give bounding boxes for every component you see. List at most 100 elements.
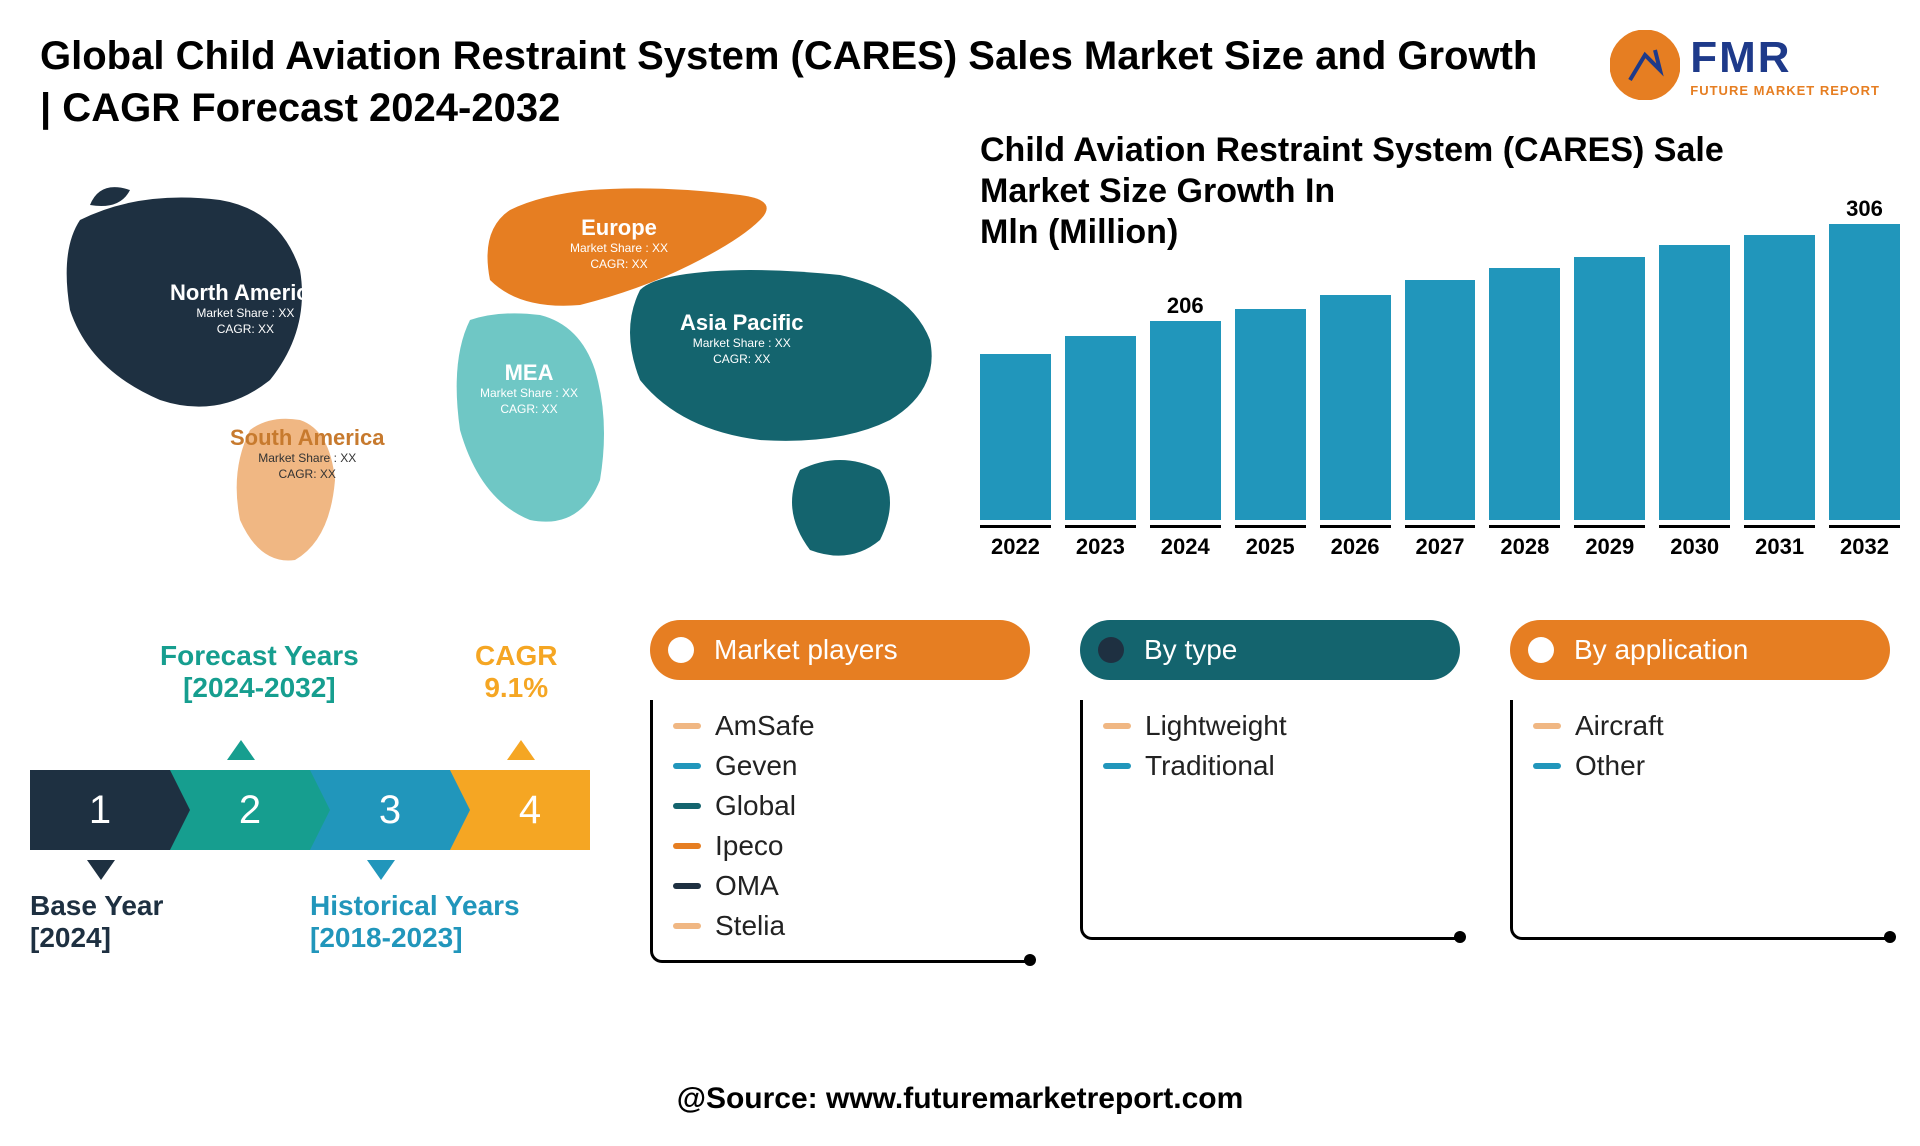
page-title: Global Child Aviation Restraint System (… (40, 30, 1540, 134)
bar (1405, 280, 1476, 520)
logo-abbrev: FMR (1690, 33, 1880, 83)
x-tick-label: 2025 (1235, 525, 1306, 560)
timeline-seg-4: 4 (450, 770, 590, 850)
list-item-label: Other (1575, 750, 1645, 782)
region-cagr: CAGR: XX (480, 402, 578, 418)
timeline-seg-3: 3 (310, 770, 450, 850)
triangle-down-icon (87, 860, 115, 880)
list-item-label: OMA (715, 870, 779, 902)
bullet-icon (1103, 723, 1131, 729)
header: Global Child Aviation Restraint System (… (40, 30, 1880, 134)
range: [2024] (30, 922, 163, 954)
timeline-seg-1: 1 (30, 770, 170, 850)
list-item-label: Stelia (715, 910, 785, 942)
label: Base Year (30, 890, 163, 922)
list-item-label: Traditional (1145, 750, 1275, 782)
list-item: Lightweight (1103, 710, 1450, 742)
bar (1235, 309, 1306, 520)
list-item-label: Lightweight (1145, 710, 1287, 742)
pill-dot-icon (1098, 637, 1124, 663)
x-tick-label: 2023 (1065, 525, 1136, 560)
bar (1065, 336, 1136, 520)
timeline-seg-2: 2 (170, 770, 310, 850)
bar (1320, 295, 1391, 520)
x-tick-label: 2030 (1659, 525, 1730, 560)
pill-label: By application (1574, 634, 1748, 666)
source-text: @Source: www.futuremarketreport.com (677, 1082, 1244, 1116)
region-share: Market Share : XX (680, 336, 804, 352)
region-share: Market Share : XX (170, 306, 321, 322)
pill-dot-icon (1528, 637, 1554, 663)
list-item: Global (673, 790, 1020, 822)
list-item-label: Global (715, 790, 796, 822)
range: [2018-2023] (310, 922, 520, 954)
list-item-label: AmSafe (715, 710, 815, 742)
bullet-icon (673, 763, 701, 769)
list-item: OMA (673, 870, 1020, 902)
region-europe: Europe Market Share : XX CAGR: XX (570, 215, 668, 272)
x-tick-label: 2029 (1574, 525, 1645, 560)
by-type-pill: By type (1080, 620, 1460, 680)
region-asia-pacific: Asia Pacific Market Share : XX CAGR: XX (680, 310, 804, 367)
x-tick-label: 2031 (1744, 525, 1815, 560)
bar (1659, 245, 1730, 520)
by-application-list: Aircraft Other (1510, 700, 1890, 940)
region-cagr: CAGR: XX (170, 322, 321, 338)
logo-full: FUTURE MARKET REPORT (1690, 83, 1880, 98)
range: [2024-2032] (160, 672, 359, 704)
by-type-section: By type Lightweight Traditional (1080, 620, 1460, 940)
forecast-years-label: Forecast Years [2024-2032] (160, 640, 359, 704)
market-players-pill: Market players (650, 620, 1030, 680)
chart-title-line2: Market Size Growth In (980, 171, 1920, 212)
x-axis: 2022202320242025202620272028202920302031… (980, 525, 1900, 560)
list-item: AmSafe (673, 710, 1020, 742)
label: Forecast Years (160, 640, 359, 672)
triangle-up-icon (507, 740, 535, 760)
list-item: Other (1533, 750, 1880, 782)
logo-text: FMR FUTURE MARKET REPORT (1690, 33, 1880, 98)
x-tick-label: 2024 (1150, 525, 1221, 560)
bullet-icon (673, 803, 701, 809)
region-name: North America (170, 280, 321, 306)
list-item: Geven (673, 750, 1020, 782)
x-tick-label: 2026 (1320, 525, 1391, 560)
region-south-america: South America Market Share : XX CAGR: XX (230, 425, 384, 482)
fmr-logo: FMR FUTURE MARKET REPORT (1610, 30, 1880, 100)
pill-dot-icon (668, 637, 694, 663)
bullet-icon (1103, 763, 1131, 769)
bar (980, 354, 1051, 520)
bullet-icon (673, 883, 701, 889)
list-item: Aircraft (1533, 710, 1880, 742)
region-cagr: CAGR: XX (570, 257, 668, 273)
list-item: Stelia (673, 910, 1020, 942)
by-application-section: By application Aircraft Other (1510, 620, 1890, 940)
region-share: Market Share : XX (230, 451, 384, 467)
bar: 206 (1150, 321, 1221, 520)
bars-container: 206 306 (980, 210, 1900, 520)
by-type-list: Lightweight Traditional (1080, 700, 1460, 940)
region-cagr: CAGR: XX (680, 352, 804, 368)
bar-value-label: 206 (1167, 293, 1204, 319)
x-tick-label: 2027 (1405, 525, 1476, 560)
pill-label: Market players (714, 634, 898, 666)
list-item: Ipeco (673, 830, 1020, 862)
bar (1574, 257, 1645, 520)
market-players-list: AmSafe Geven Global Ipeco OMA Stelia (650, 700, 1030, 963)
region-share: Market Share : XX (570, 241, 668, 257)
list-item-label: Geven (715, 750, 798, 782)
growth-bar-chart: Child Aviation Restraint System (CARES) … (980, 130, 1920, 570)
historical-years-label: Historical Years [2018-2023] (310, 890, 520, 954)
region-name: Asia Pacific (680, 310, 804, 336)
bar (1744, 235, 1815, 520)
bullet-icon (673, 923, 701, 929)
triangle-up-icon (227, 740, 255, 760)
bar-value-label: 306 (1846, 196, 1883, 222)
pill-label: By type (1144, 634, 1237, 666)
bullet-icon (1533, 763, 1561, 769)
label: Historical Years (310, 890, 520, 922)
x-tick-label: 2032 (1829, 525, 1900, 560)
bar: 306 (1829, 224, 1900, 520)
list-item-label: Aircraft (1575, 710, 1664, 742)
by-application-pill: By application (1510, 620, 1890, 680)
region-name: South America (230, 425, 384, 451)
